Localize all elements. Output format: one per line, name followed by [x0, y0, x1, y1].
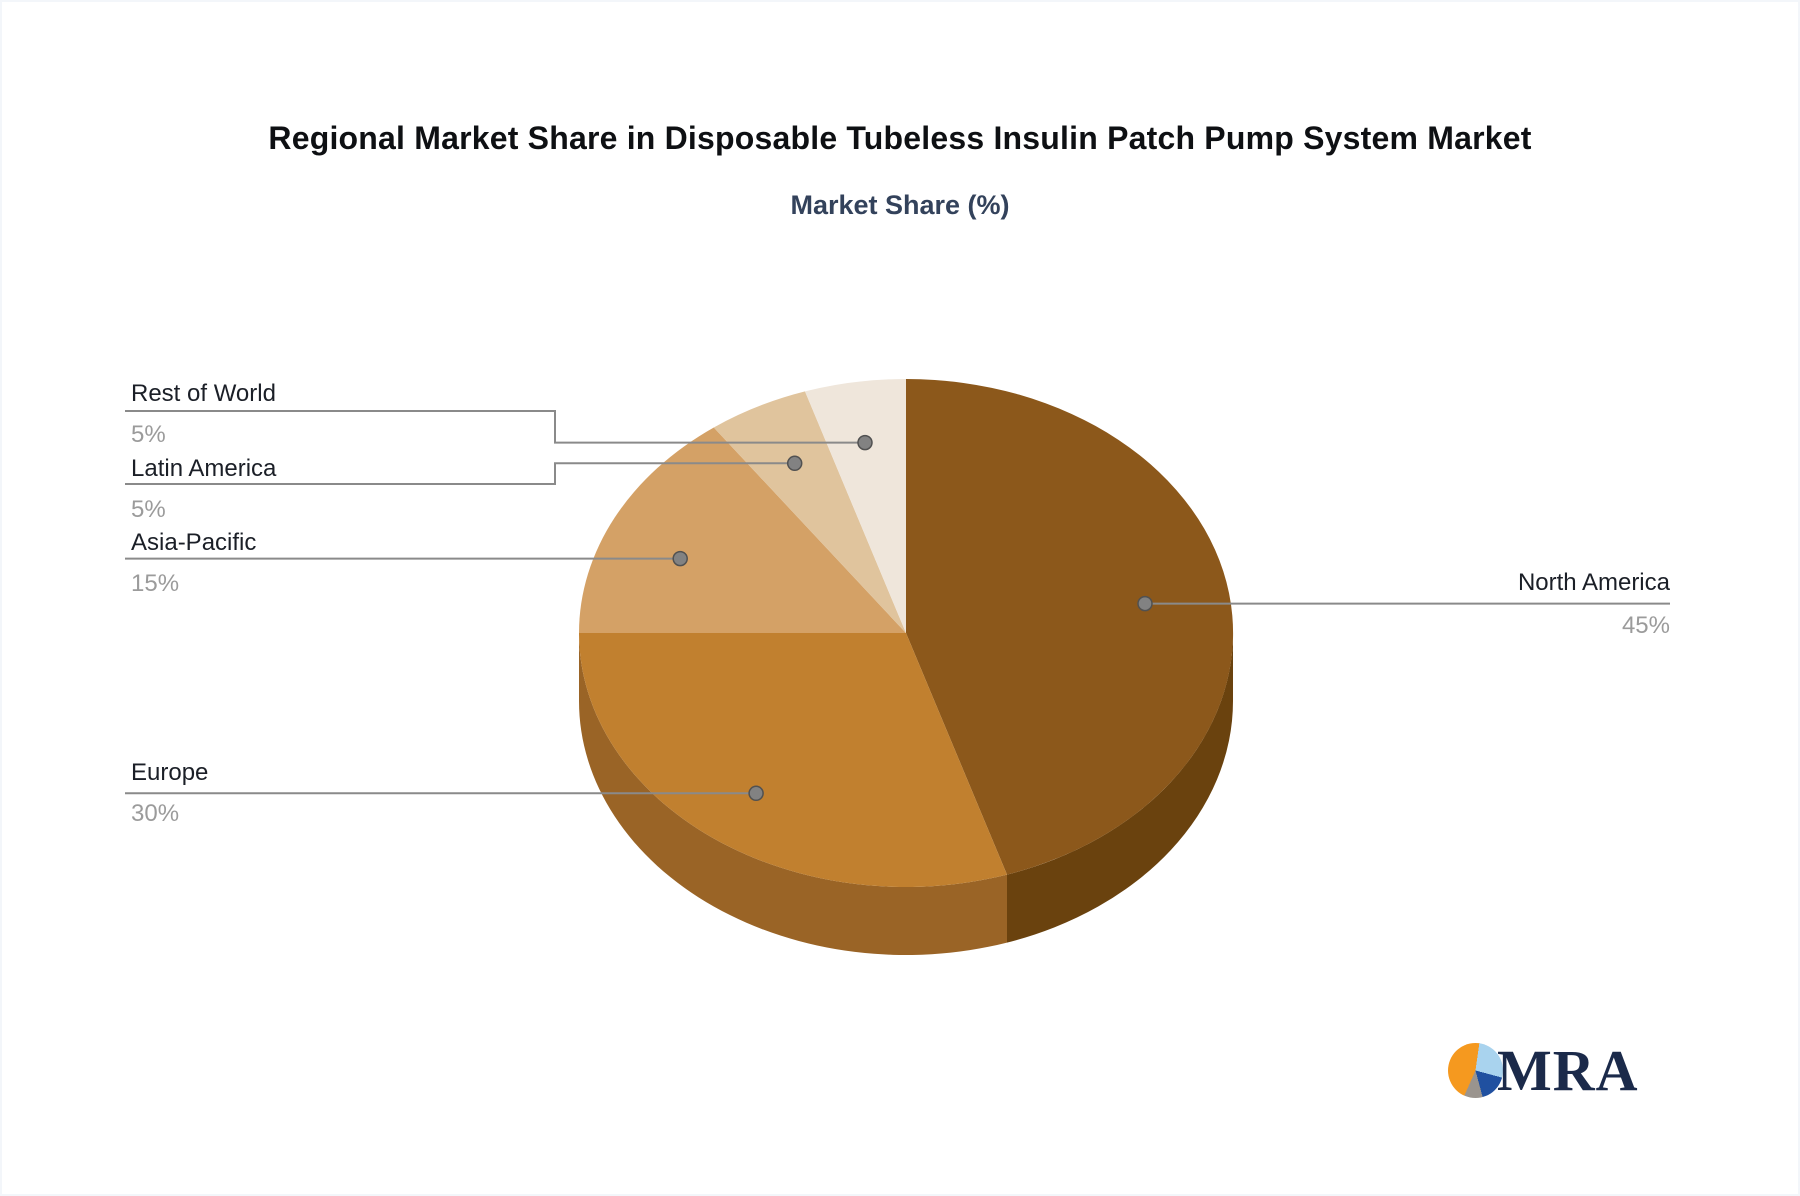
chart-subtitle: Market Share (%)	[790, 190, 1010, 220]
slice-label-north-america: North America	[1517, 569, 1670, 596]
pie-slice-latin-america[interactable]	[713, 391, 906, 633]
callout-dot	[857, 434, 873, 451]
slice-value-asia-pacific: 15%	[131, 570, 180, 597]
slice-value-europe: 30%	[131, 800, 180, 827]
slice-label-latin-america: Latin America	[131, 455, 277, 482]
callout-dot	[786, 455, 803, 472]
pie-chart-icon	[1448, 1042, 1503, 1098]
callout-dot	[1137, 595, 1153, 612]
callout-line	[125, 462, 795, 485]
chart-title: Regional Market Share in Disposable Tube…	[268, 120, 1532, 156]
pie-slice-north-america[interactable]	[906, 379, 1234, 875]
slice-label-europe: Europe	[131, 759, 209, 786]
pie-slice-asia-pacific[interactable]	[579, 427, 906, 634]
callout-dot	[748, 785, 764, 802]
slice-value-north-america: 45%	[1621, 612, 1670, 639]
brand-logo-text: MRA	[1497, 1037, 1639, 1103]
slice-value-latin-america: 5%	[131, 496, 166, 523]
pie-slice-europe[interactable]	[579, 633, 1007, 888]
slice-label-rest-of-world: Rest of World	[131, 380, 276, 407]
pie-slice-side	[1007, 633, 1233, 943]
pie-slice-side	[579, 633, 1007, 956]
brand-logo: MRA	[1448, 1040, 1639, 1100]
callout-line	[125, 410, 865, 444]
slice-value-rest-of-world: 5%	[131, 421, 166, 448]
slice-label-asia-pacific: Asia-Pacific	[131, 529, 257, 556]
callout-dot	[672, 550, 688, 567]
